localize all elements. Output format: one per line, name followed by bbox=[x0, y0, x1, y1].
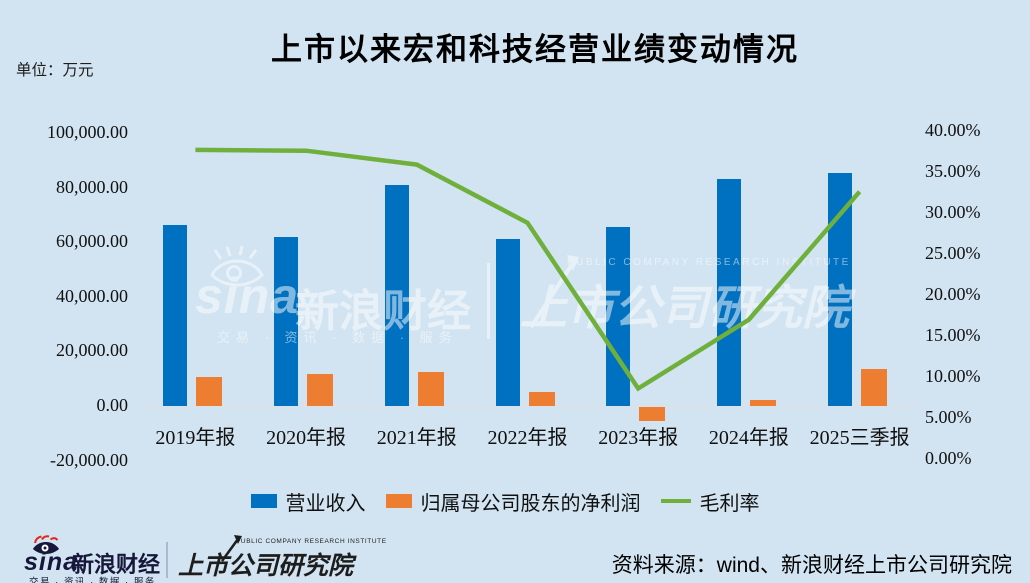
footer-institute-text: 上市公司研究院 bbox=[178, 552, 354, 580]
legend: 营业收入 归属母公司股东的净利润 毛利率 bbox=[0, 487, 1010, 515]
x-category-label: 2021年报 bbox=[376, 427, 457, 449]
footer-sina-tagline: 交易 · 资讯 · 数据 · 服务 bbox=[29, 577, 156, 583]
x-category-label: 2022年报 bbox=[487, 427, 568, 449]
left-axis-tick: 60,000.00 bbox=[56, 231, 128, 252]
footer-arrow-icon bbox=[220, 535, 242, 562]
revenue-swatch bbox=[250, 494, 277, 508]
x-axis-line bbox=[138, 405, 920, 407]
legend-item-net-profit: 归属母公司股东的净利润 bbox=[385, 487, 641, 516]
left-axis-tick: 100,000.00 bbox=[47, 122, 128, 142]
right-axis-tick: 40.00% bbox=[925, 120, 981, 140]
x-category-label: 2019年报 bbox=[155, 427, 236, 449]
footer-institute-en: PUBLIC COMPANY RESEARCH INSTITUTE bbox=[236, 538, 387, 545]
net-profit-bar bbox=[196, 377, 223, 406]
right-axis-tick: 30.00% bbox=[925, 202, 981, 222]
net-profit-bar bbox=[417, 372, 444, 406]
legend-label-revenue: 营业收入 bbox=[285, 492, 366, 515]
watermark-arrow-icon bbox=[529, 255, 579, 329]
net-profit-swatch bbox=[385, 494, 412, 508]
legend-item-gross-margin: 毛利率 bbox=[660, 487, 760, 516]
left-axis-tick: 40,000.00 bbox=[56, 285, 128, 306]
unit-label: 单位：万元 bbox=[16, 62, 94, 79]
net-profit-bar bbox=[307, 373, 334, 406]
legend-label-net-profit: 归属母公司股东的净利润 bbox=[420, 492, 641, 515]
left-axis-tick: 0.00 bbox=[96, 395, 129, 415]
watermark: sina 新浪财经 交易 · 资讯 · 数据 · 服务 PUBLIC COMPA… bbox=[195, 245, 849, 345]
data-source-text: 资料来源：wind、新浪财经上市公司研究院 bbox=[611, 554, 1012, 577]
watermark-divider bbox=[487, 263, 490, 339]
right-axis-tick: 10.00% bbox=[925, 366, 981, 386]
watermark-tagline: 交易 · 资讯 · 数据 · 服务 bbox=[217, 330, 458, 345]
right-axis-tick: 0.00% bbox=[925, 448, 972, 468]
net-profit-bar bbox=[528, 392, 555, 406]
chart-title: 上市以来宏和科技经营业绩变动情况 bbox=[271, 32, 799, 67]
revenue-bar bbox=[163, 225, 188, 406]
footer-brand-lockup: sina 新浪财经 交易 · 资讯 · 数据 · 服务 PUBLIC COMPA… bbox=[22, 534, 386, 583]
left-axis-tick: 20,000.00 bbox=[56, 340, 128, 361]
x-category-label: 2025三季报 bbox=[809, 427, 910, 449]
x-category-label: 2024年报 bbox=[708, 427, 789, 449]
left-axis-tick: -20,000.00 bbox=[50, 449, 128, 470]
sina-eye-icon bbox=[33, 535, 59, 554]
right-axis-tick: 20.00% bbox=[925, 284, 981, 304]
right-axis-tick: 15.00% bbox=[925, 325, 981, 345]
footer-sina-cn: 新浪财经 bbox=[72, 552, 161, 577]
right-axis-tick: 35.00% bbox=[925, 161, 981, 181]
footer-sina-text: sina bbox=[24, 548, 79, 576]
gross-margin-swatch bbox=[660, 499, 691, 503]
watermark-sina-text: sina bbox=[195, 268, 300, 324]
footer-divider bbox=[166, 542, 168, 578]
legend-item-revenue: 营业收入 bbox=[250, 487, 366, 516]
watermark-institute-en: PUBLIC COMPANY RESEARCH INSTITUTE bbox=[567, 257, 851, 268]
right-axis-tick: 25.00% bbox=[925, 243, 981, 263]
net-profit-bar bbox=[860, 368, 887, 406]
legend-label-gross-margin: 毛利率 bbox=[699, 492, 760, 515]
net-profit-bar bbox=[639, 407, 666, 422]
right-axis-tick: 5.00% bbox=[925, 407, 972, 427]
left-axis-tick: 80,000.00 bbox=[56, 176, 128, 197]
x-category-label: 2023年报 bbox=[598, 427, 679, 449]
x-category-label: 2020年报 bbox=[266, 427, 347, 449]
net-profit-bar bbox=[749, 399, 776, 406]
